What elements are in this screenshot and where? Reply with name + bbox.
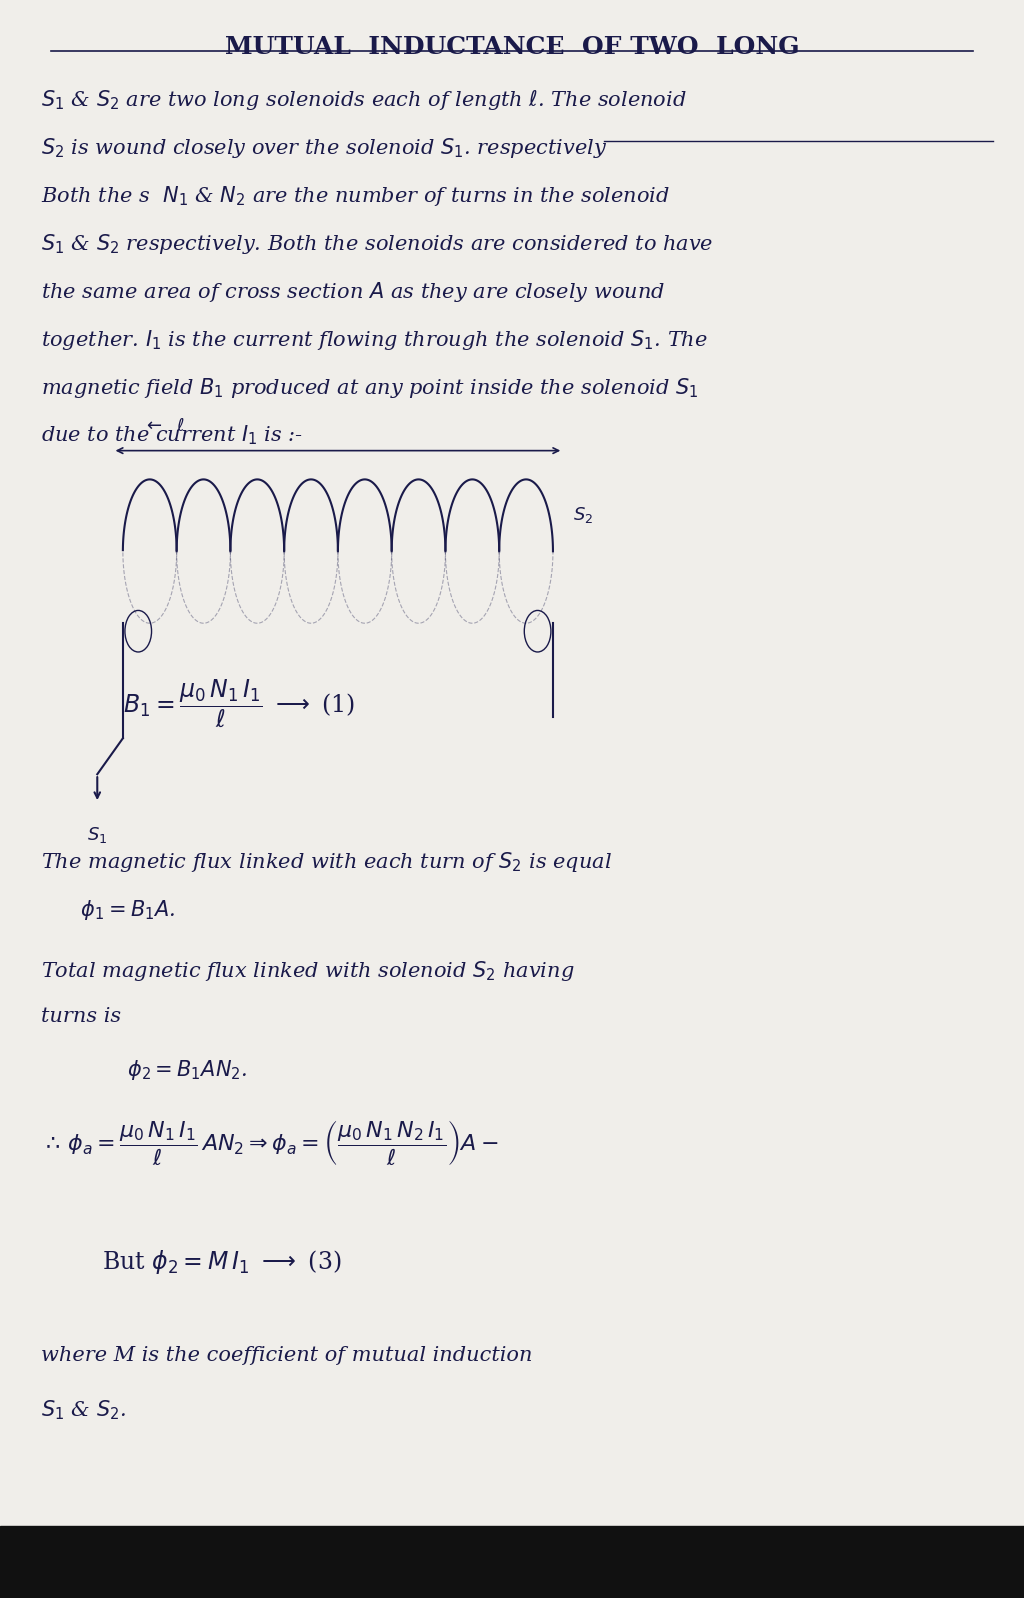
Text: $S_2$ is wound closely over the solenoid $S_1$. respectively: $S_2$ is wound closely over the solenoid… xyxy=(41,136,607,160)
Text: due to the current $I_1$ is :-: due to the current $I_1$ is :- xyxy=(41,423,303,447)
Text: together. $I_1$ is the current flowing through the solenoid $S_1$. The: together. $I_1$ is the current flowing t… xyxy=(41,328,708,352)
Text: $\phi_2 = B_1 A N_2$.: $\phi_2 = B_1 A N_2$. xyxy=(41,1058,248,1082)
Text: $S_1$ & $S_2$ respectively. Both the solenoids are considered to have: $S_1$ & $S_2$ respectively. Both the sol… xyxy=(41,232,714,256)
Text: $B_1 = \dfrac{\mu_0\, N_1\, I_1}{\ell}$ $\longrightarrow$ (1): $B_1 = \dfrac{\mu_0\, N_1\, I_1}{\ell}$ … xyxy=(123,678,355,729)
Text: The magnetic flux linked with each turn of $S_2$ is equal: The magnetic flux linked with each turn … xyxy=(41,850,611,874)
Text: $S_1$: $S_1$ xyxy=(87,825,108,845)
Text: $\leftarrow$  $\ell$: $\leftarrow$ $\ell$ xyxy=(143,417,185,435)
Text: Total magnetic flux linked with solenoid $S_2$ having: Total magnetic flux linked with solenoid… xyxy=(41,959,574,983)
Text: magnetic field $B_1$ produced at any point inside the solenoid $S_1$: magnetic field $B_1$ produced at any poi… xyxy=(41,376,698,400)
Text: $S_1$ & $S_2$ are two long solenoids each of length $\ell$. The solenoid: $S_1$ & $S_2$ are two long solenoids eac… xyxy=(41,88,687,112)
Text: turns is: turns is xyxy=(41,1007,121,1026)
Text: MUTUAL  INDUCTANCE  OF TWO  LONG: MUTUAL INDUCTANCE OF TWO LONG xyxy=(224,35,800,59)
Text: the same area of cross section $A$ as they are closely wound: the same area of cross section $A$ as th… xyxy=(41,280,665,304)
Text: But $\phi_2 = M\, I_1$ $\longrightarrow$ (3): But $\phi_2 = M\, I_1$ $\longrightarrow$… xyxy=(102,1248,342,1277)
Text: $\therefore\, \phi_a = \dfrac{\mu_0\, N_1\, I_1}{\ell}\, A N_2 \Rightarrow \phi_: $\therefore\, \phi_a = \dfrac{\mu_0\, N_… xyxy=(41,1119,499,1167)
Text: where M is the coefficient of mutual induction: where M is the coefficient of mutual ind… xyxy=(41,1346,532,1365)
Text: $S_2$: $S_2$ xyxy=(573,505,594,526)
Bar xyxy=(0,1526,1024,1598)
Text: $\phi_1 = B_1 A$.: $\phi_1 = B_1 A$. xyxy=(41,898,175,922)
Text: Both the s  $N_1$ & $N_2$ are the number of turns in the solenoid: Both the s $N_1$ & $N_2$ are the number … xyxy=(41,184,670,208)
Text: $S_1$ & $S_2$.: $S_1$ & $S_2$. xyxy=(41,1398,126,1422)
